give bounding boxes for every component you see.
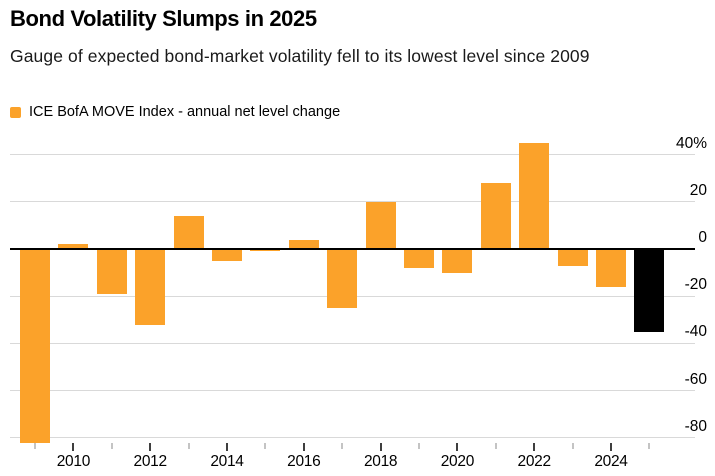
legend: ICE BofA MOVE Index - annual net level c… — [10, 104, 340, 120]
bar-2009 — [20, 249, 50, 443]
gridline--60 — [10, 390, 695, 392]
x-axis-label-2024: 2024 — [594, 453, 628, 470]
bar-2013 — [173, 215, 204, 249]
x-tick-2013 — [187, 443, 190, 449]
y-axis-label-0: 0 — [698, 229, 707, 246]
x-tick-2015 — [264, 443, 267, 449]
y-axis-label--20: -20 — [684, 276, 707, 294]
bar-2022 — [519, 142, 550, 249]
y-axis-label-20: 20 — [689, 181, 707, 199]
x-axis-label-2012: 2012 — [133, 453, 168, 470]
y-axis-label--60: -60 — [684, 370, 707, 388]
y-axis-label--80: -80 — [684, 417, 707, 435]
bar-2012 — [135, 249, 166, 325]
bar-2023 — [557, 249, 588, 266]
x-tick-2009 — [34, 443, 36, 449]
bar-2024 — [596, 249, 626, 287]
bar-chart: 40% 20 0 -20 -40 -60 -80 2010 2012 2014 2016 2018 20… — [0, 130, 715, 476]
legend-label: ICE BofA MOVE Index - annual net level c… — [29, 104, 341, 120]
chart-title: Bond Volatility Slumps in 2025 — [10, 6, 317, 31]
bar-2017 — [327, 249, 358, 308]
x-axis-label-2014: 2014 — [210, 453, 244, 470]
bar-2025 — [634, 249, 665, 332]
bar-2015 — [250, 249, 281, 252]
x-tick-2010 — [72, 443, 75, 451]
y-axis-label-40: 40% — [675, 134, 707, 152]
x-tick-2017 — [341, 443, 344, 449]
zero-axis-line — [10, 248, 695, 250]
gridline-40 — [10, 154, 695, 156]
x-axis-label-2018: 2018 — [363, 453, 398, 470]
x-axis-label-2022: 2022 — [517, 453, 552, 470]
x-tick-2012 — [149, 443, 152, 451]
x-tick-2014 — [226, 443, 228, 451]
x-tick-2011 — [110, 443, 113, 449]
bar-2011 — [96, 249, 127, 294]
bar-2020 — [442, 249, 473, 273]
bar-2018 — [365, 201, 396, 249]
x-tick-2018 — [379, 443, 382, 451]
x-tick-2023 — [571, 443, 574, 449]
x-tick-2016 — [302, 443, 305, 451]
bar-2021 — [480, 182, 511, 249]
gridline--40 — [10, 342, 695, 344]
legend-swatch-icon — [10, 106, 21, 118]
x-tick-2021 — [494, 443, 497, 449]
x-tick-2022 — [533, 443, 536, 451]
x-axis-label-2020: 2020 — [440, 453, 475, 470]
x-tick-2020 — [456, 443, 459, 451]
y-axis-label--40: -40 — [684, 323, 707, 341]
bar-2019 — [404, 249, 434, 268]
bar-2014 — [212, 249, 242, 261]
x-tick-2019 — [418, 443, 420, 449]
chart-subtitle: Gauge of expected bond-market volatility… — [10, 46, 590, 66]
bar-2016 — [288, 239, 319, 249]
x-axis-label-2016: 2016 — [287, 453, 321, 470]
bar-2010 — [58, 244, 89, 249]
gridline--80 — [10, 437, 695, 439]
x-tick-2025 — [648, 443, 651, 449]
x-axis-label-2010: 2010 — [56, 453, 91, 470]
x-tick-2024 — [610, 443, 612, 451]
gridline-20 — [10, 201, 695, 203]
